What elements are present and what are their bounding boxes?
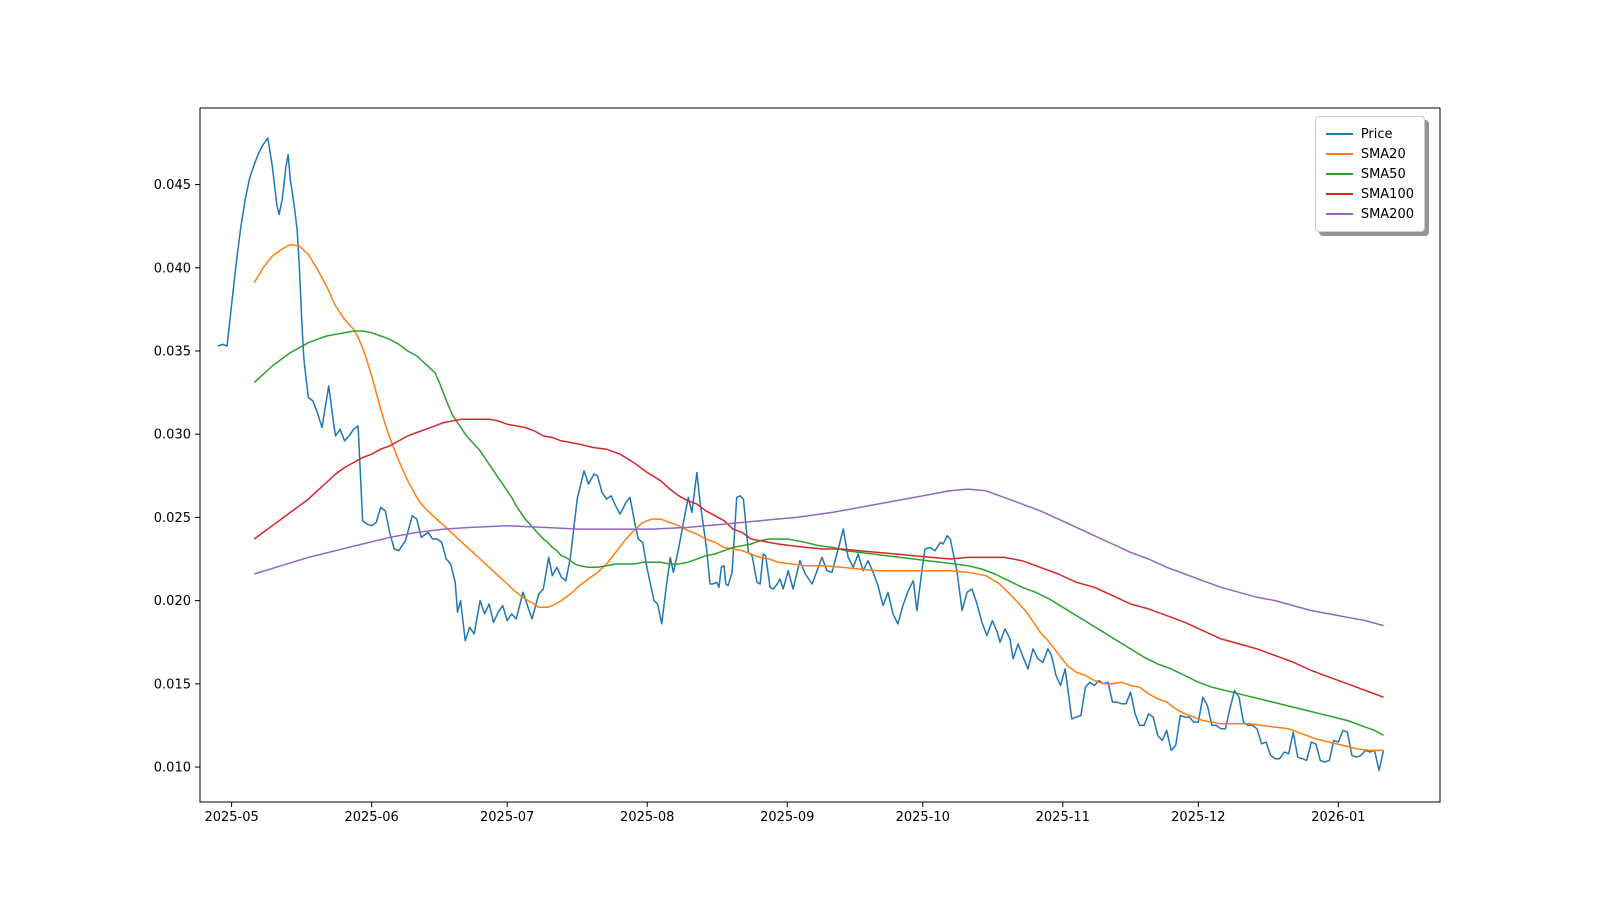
y-tick-label: 0.035 (154, 344, 191, 359)
legend-label: SMA100 (1360, 186, 1414, 202)
x-tick-label: 2026-01 (1311, 810, 1365, 825)
legend-line-swatch-sma100 (1325, 193, 1353, 195)
x-tick-label: 2025-11 (1036, 810, 1090, 825)
legend-line-swatch-sma20 (1325, 153, 1353, 155)
plot-series-group (217, 137, 1385, 772)
legend-label: SMA50 (1360, 166, 1406, 182)
legend-label: Price (1360, 126, 1393, 142)
y-tick-label: 0.025 (154, 511, 191, 526)
price-line (217, 137, 1385, 772)
x-tick-label: 2025-10 (896, 810, 950, 825)
x-tick-label: 2025-08 (620, 810, 674, 825)
legend-item-price: Price (1325, 124, 1414, 144)
y-tick-label: 0.020 (154, 594, 191, 609)
sma200-line (253, 488, 1384, 627)
legend-line-swatch-sma50 (1325, 173, 1353, 175)
x-tick-label: 2025-07 (480, 810, 534, 825)
plot-frame (199, 107, 1441, 803)
legend-item-sma200: SMA200 (1325, 204, 1414, 224)
y-tick-label: 0.030 (154, 428, 191, 443)
legend-item-sma100: SMA100 (1325, 184, 1414, 204)
y-tick-label: 0.015 (154, 677, 191, 692)
y-tick-label: 0.045 (154, 178, 191, 193)
y-tick-label: 0.010 (154, 761, 191, 776)
legend-line-swatch-sma200 (1325, 213, 1353, 215)
x-tick-label: 2025-06 (344, 810, 398, 825)
legend-label: SMA20 (1360, 146, 1406, 162)
sma100-line (253, 418, 1384, 698)
x-tick-label: 2025-12 (1171, 810, 1225, 825)
y-tick-label: 0.040 (154, 261, 191, 276)
sma50-line (253, 330, 1384, 737)
legend-line-swatch-price (1325, 133, 1353, 135)
sma20-line (253, 243, 1384, 752)
legend-item-sma20: SMA20 (1325, 144, 1414, 164)
legend: Price SMA20 SMA50 SMA100 SMA200 (1314, 116, 1425, 232)
x-tick-label: 2025-05 (204, 810, 258, 825)
x-tick-label: 2025-09 (760, 810, 814, 825)
legend-item-sma50: SMA50 (1325, 164, 1414, 184)
legend-label: SMA200 (1360, 206, 1414, 222)
